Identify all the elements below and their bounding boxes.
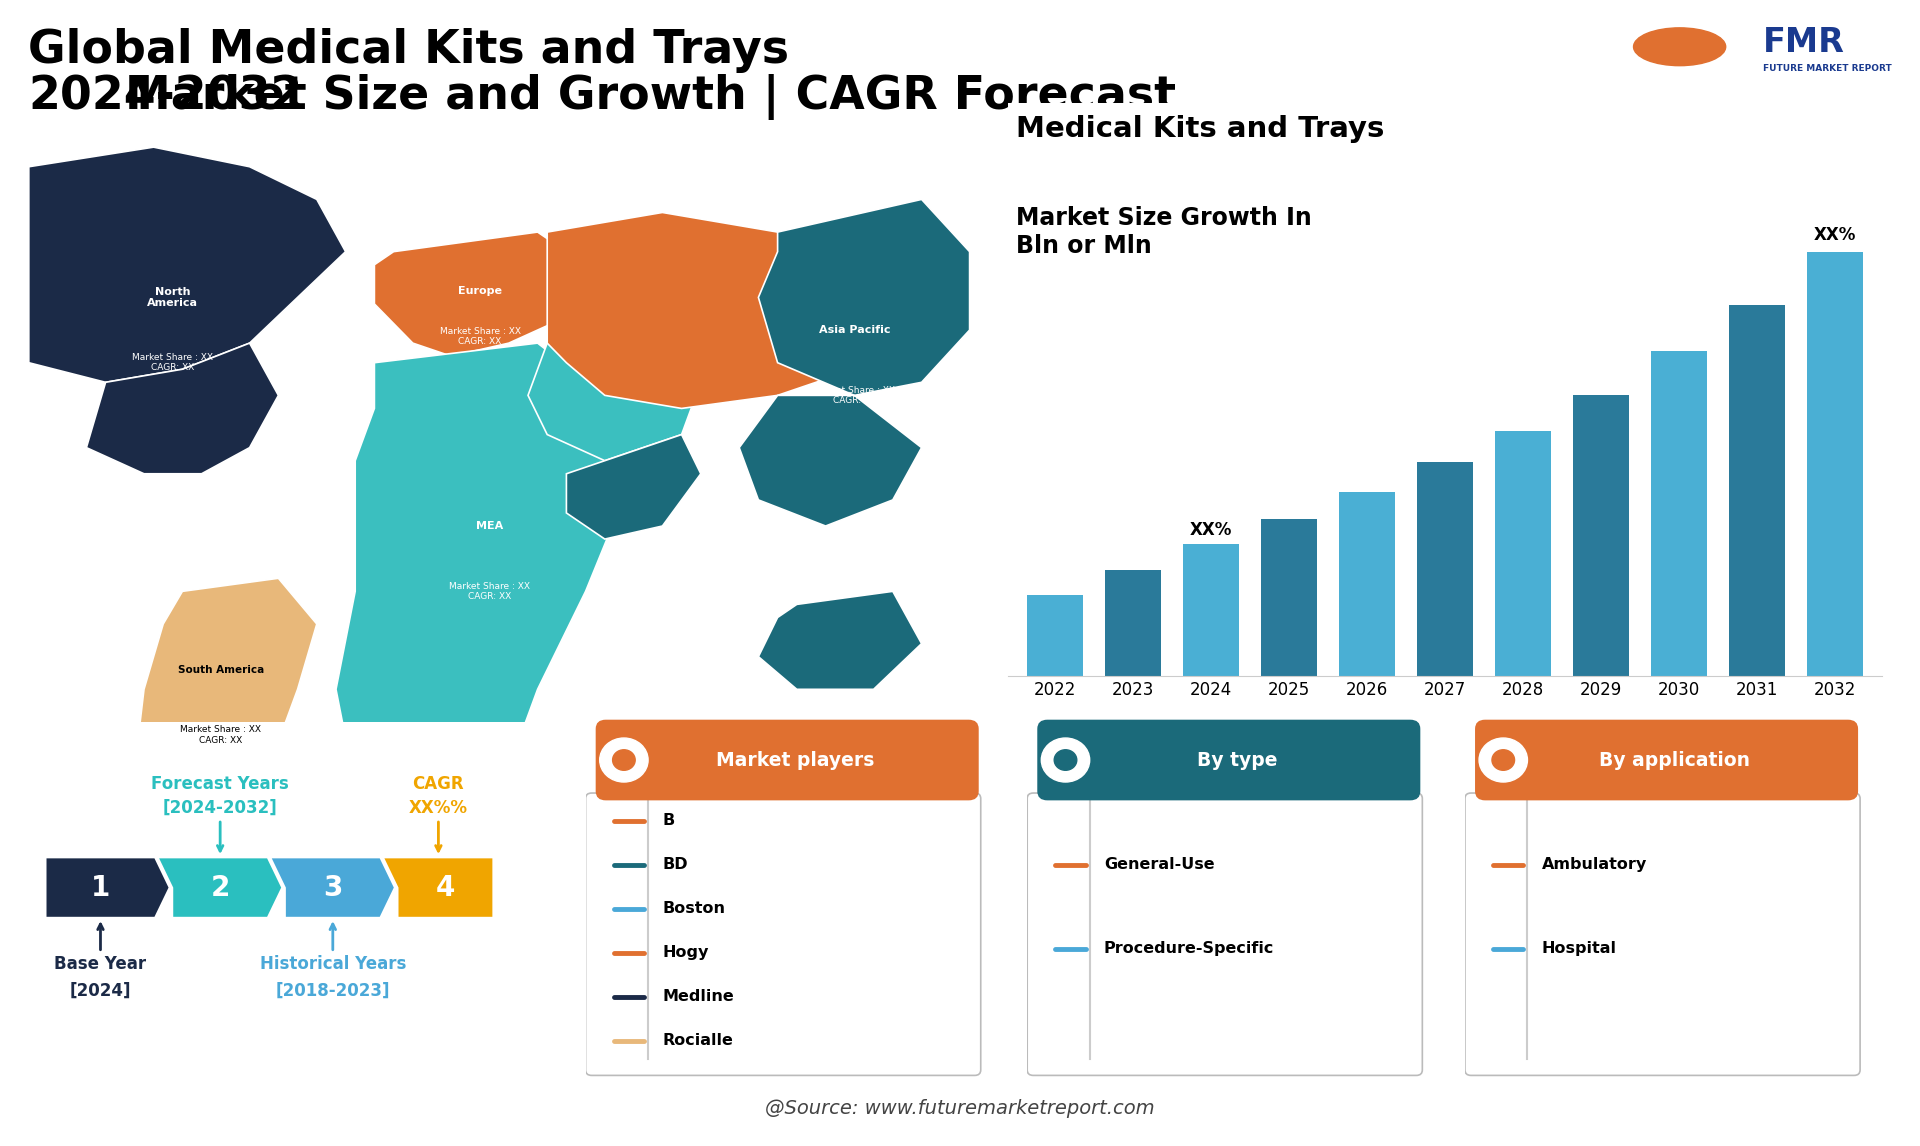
Text: Medical Kits and Trays: Medical Kits and Trays — [1016, 115, 1384, 142]
Text: [2024]: [2024] — [69, 982, 131, 1000]
Text: North
America: North America — [148, 286, 198, 308]
Polygon shape — [384, 858, 492, 917]
Text: Market Size and Growth | CAGR Forecast: Market Size and Growth | CAGR Forecast — [125, 74, 1175, 120]
Text: Market Share : XX
CAGR: XX: Market Share : XX CAGR: XX — [814, 386, 895, 405]
Text: Market Size Growth In
Bln or Mln: Market Size Growth In Bln or Mln — [1016, 206, 1311, 258]
Text: Hospital: Hospital — [1542, 941, 1617, 957]
Text: Medline: Medline — [662, 989, 733, 1004]
Text: Rocialle: Rocialle — [662, 1033, 733, 1049]
Bar — [1651, 352, 1707, 676]
Text: Global Medical Kits and Trays: Global Medical Kits and Trays — [29, 28, 789, 73]
Text: Hogy: Hogy — [662, 945, 708, 960]
Polygon shape — [739, 395, 922, 526]
Text: Asia Pacific: Asia Pacific — [818, 325, 891, 335]
FancyBboxPatch shape — [595, 720, 979, 800]
Text: By type: By type — [1196, 751, 1277, 769]
Text: XX%: XX% — [1814, 226, 1857, 244]
FancyBboxPatch shape — [1037, 720, 1421, 800]
Text: Market Share : XX
CAGR: XX: Market Share : XX CAGR: XX — [132, 353, 213, 372]
Text: B: B — [662, 813, 674, 829]
Bar — [1261, 519, 1317, 676]
Circle shape — [1492, 749, 1515, 770]
Polygon shape — [374, 231, 586, 356]
Text: South America: South America — [179, 665, 263, 675]
Text: [2018-2023]: [2018-2023] — [276, 982, 390, 1000]
Text: XX%: XX% — [1190, 521, 1233, 539]
FancyBboxPatch shape — [1475, 720, 1859, 800]
Text: [2024-2032]: [2024-2032] — [163, 799, 278, 817]
Polygon shape — [159, 858, 280, 917]
Polygon shape — [758, 591, 922, 690]
Circle shape — [599, 738, 649, 782]
Polygon shape — [273, 858, 394, 917]
Text: Market Share : XX
CAGR: XX: Market Share : XX CAGR: XX — [180, 725, 261, 745]
Polygon shape — [758, 199, 970, 395]
Circle shape — [612, 749, 636, 770]
Polygon shape — [46, 858, 169, 917]
Text: Boston: Boston — [662, 901, 726, 916]
Text: Base Year: Base Year — [54, 955, 146, 973]
Circle shape — [1478, 738, 1528, 782]
Circle shape — [1054, 749, 1077, 770]
Bar — [1027, 595, 1083, 676]
Bar — [1572, 394, 1628, 676]
Text: BD: BD — [662, 857, 687, 872]
Text: Forecast Years: Forecast Years — [152, 775, 290, 793]
Text: @Source: www.futuremarketreport.com: @Source: www.futuremarketreport.com — [766, 1099, 1154, 1118]
Bar — [1183, 544, 1238, 676]
Bar — [1338, 493, 1394, 676]
Text: Historical Years: Historical Years — [259, 955, 405, 973]
Text: Procedure-Specific: Procedure-Specific — [1104, 941, 1275, 957]
Text: 4: 4 — [436, 873, 455, 902]
Circle shape — [1634, 28, 1726, 65]
Text: CAGR: CAGR — [413, 775, 465, 793]
Bar — [1494, 431, 1551, 676]
Polygon shape — [528, 330, 701, 461]
Text: General-Use: General-Use — [1104, 857, 1215, 872]
Text: 1: 1 — [90, 873, 109, 902]
Text: Ambulatory: Ambulatory — [1542, 857, 1647, 872]
Text: Europe: Europe — [459, 285, 501, 296]
Polygon shape — [29, 147, 346, 383]
Text: 2024-2032: 2024-2032 — [29, 74, 301, 119]
Text: By application: By application — [1599, 751, 1751, 769]
Bar — [1417, 462, 1473, 676]
Polygon shape — [86, 343, 278, 473]
Text: Market Share : XX
CAGR: XX: Market Share : XX CAGR: XX — [449, 582, 530, 601]
Text: Market players: Market players — [716, 751, 874, 769]
Polygon shape — [125, 579, 317, 931]
Text: FMR: FMR — [1763, 26, 1845, 60]
Circle shape — [1041, 738, 1091, 782]
Polygon shape — [336, 343, 634, 865]
Text: Market Share : XX
CAGR: XX: Market Share : XX CAGR: XX — [440, 327, 520, 346]
Text: 3: 3 — [323, 873, 342, 902]
Bar — [1807, 252, 1862, 676]
Text: XX%%: XX%% — [409, 799, 468, 817]
Bar — [1104, 570, 1162, 676]
Polygon shape — [566, 434, 701, 539]
Text: MEA: MEA — [476, 521, 503, 531]
Text: 2: 2 — [211, 873, 230, 902]
Polygon shape — [547, 212, 893, 408]
Text: FUTURE MARKET REPORT: FUTURE MARKET REPORT — [1763, 64, 1891, 72]
Bar — [1728, 305, 1786, 676]
